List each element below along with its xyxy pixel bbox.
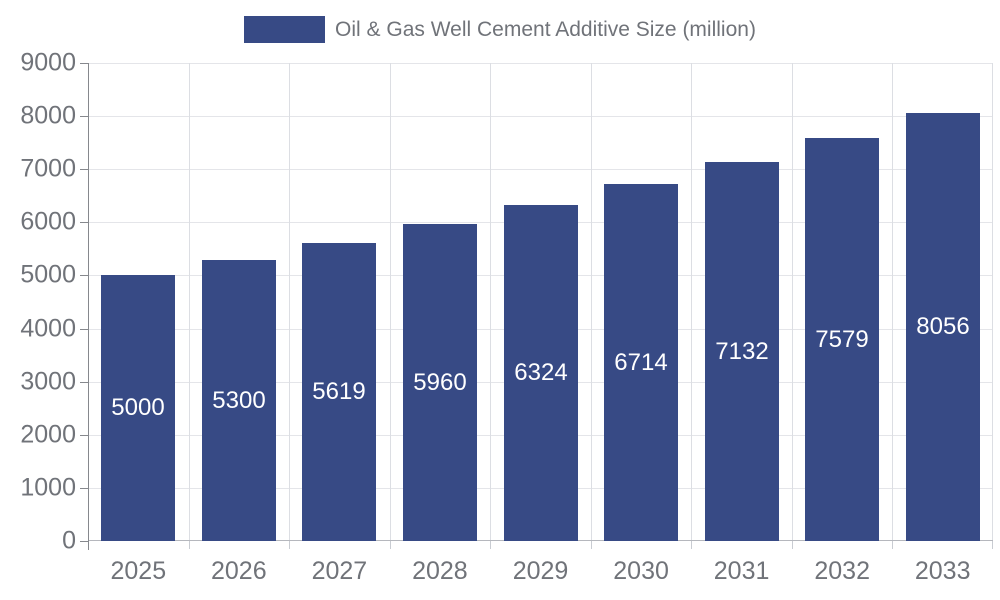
y-tick-label: 2000	[20, 420, 76, 449]
y-axis-tick	[80, 169, 88, 170]
bar[interactable]: 7132	[705, 162, 779, 541]
bar-value-label: 5960	[413, 368, 467, 396]
y-tick-label: 6000	[20, 207, 76, 236]
bar[interactable]: 7579	[805, 138, 879, 541]
bar[interactable]: 5000	[101, 275, 175, 541]
gridline-vertical	[591, 63, 592, 541]
gridline-vertical	[490, 63, 491, 541]
x-axis-tick	[992, 541, 993, 549]
gridline-vertical	[189, 63, 190, 541]
legend-swatch	[244, 16, 326, 43]
plot-area: 5000 5300 5619 5960 6324 6714 7132 7579 8056	[80, 63, 993, 550]
bar-value-label: 8056	[916, 313, 970, 340]
gridline-vertical	[390, 63, 391, 541]
gridline-vertical	[992, 63, 993, 541]
y-axis-tick	[80, 222, 88, 223]
y-tick-label: 5000	[20, 260, 76, 289]
x-tick-label: 2028	[412, 557, 468, 585]
x-tick-label: 2027	[311, 557, 368, 585]
bar[interactable]: 6714	[604, 184, 678, 541]
bar-value-label: 5000	[111, 394, 165, 421]
y-tick-label: 4000	[20, 314, 76, 343]
bar[interactable]: 5300	[202, 260, 276, 541]
bar[interactable]: 8056	[906, 113, 980, 541]
bar-value-label: 7132	[715, 337, 769, 365]
y-axis-tick	[80, 541, 88, 542]
y-axis-labels: 0 1000 2000 3000 4000 5000 6000 7000 8000 9000	[0, 49, 76, 555]
x-tick-label: 2030	[613, 557, 669, 585]
bar-value-label: 6324	[514, 359, 568, 386]
x-tick-label: 2032	[814, 557, 870, 585]
x-tick-label: 2026	[210, 557, 267, 585]
x-tick-label: 2033	[914, 557, 971, 585]
y-axis-line	[88, 63, 89, 550]
legend-label: Oil & Gas Well Cement Additive Size (mil…	[335, 17, 756, 41]
y-tick-label: 3000	[20, 367, 76, 396]
y-axis-tick	[80, 329, 88, 330]
gridline-vertical	[892, 63, 893, 541]
gridline-horizontal	[88, 63, 993, 64]
y-tick-label: 7000	[20, 154, 76, 183]
y-axis-tick	[80, 116, 88, 117]
gridline-vertical	[792, 63, 793, 541]
x-axis-tick	[189, 541, 190, 549]
bar[interactable]: 5960	[403, 224, 477, 541]
y-tick-label: 9000	[20, 48, 76, 77]
gridline-horizontal	[88, 169, 993, 170]
bar-value-label: 5300	[212, 386, 266, 414]
bar-value-label: 6714	[614, 348, 668, 376]
x-axis-labels: 2025 2026 2027 2028 2029 2030 2031 2032 2033	[88, 557, 993, 591]
x-axis-tick	[792, 541, 793, 549]
x-axis-tick	[289, 541, 290, 549]
bar-value-label: 5619	[312, 378, 366, 405]
bar[interactable]: 6324	[504, 205, 578, 541]
y-axis-tick	[80, 382, 88, 383]
x-axis-tick	[390, 541, 391, 549]
gridline-vertical	[691, 63, 692, 541]
x-axis-tick	[892, 541, 893, 549]
y-tick-label: 0	[62, 526, 76, 555]
y-axis-tick	[80, 488, 88, 489]
x-tick-label: 2031	[713, 557, 770, 585]
x-axis-tick	[591, 541, 592, 549]
y-tick-label: 1000	[20, 473, 76, 502]
x-axis-tick	[691, 541, 692, 549]
x-axis-tick	[490, 541, 491, 549]
bar[interactable]: 5619	[302, 243, 376, 541]
legend[interactable]: Oil & Gas Well Cement Additive Size (mil…	[0, 16, 1000, 43]
x-tick-label: 2025	[110, 557, 167, 585]
y-axis-tick	[80, 275, 88, 276]
gridline-vertical	[289, 63, 290, 541]
y-tick-label: 8000	[20, 101, 76, 130]
y-axis-tick	[80, 63, 88, 64]
gridline-horizontal	[88, 116, 993, 117]
x-tick-label: 2029	[512, 557, 569, 585]
bar-value-label: 7579	[815, 325, 869, 353]
y-axis-tick	[80, 435, 88, 436]
